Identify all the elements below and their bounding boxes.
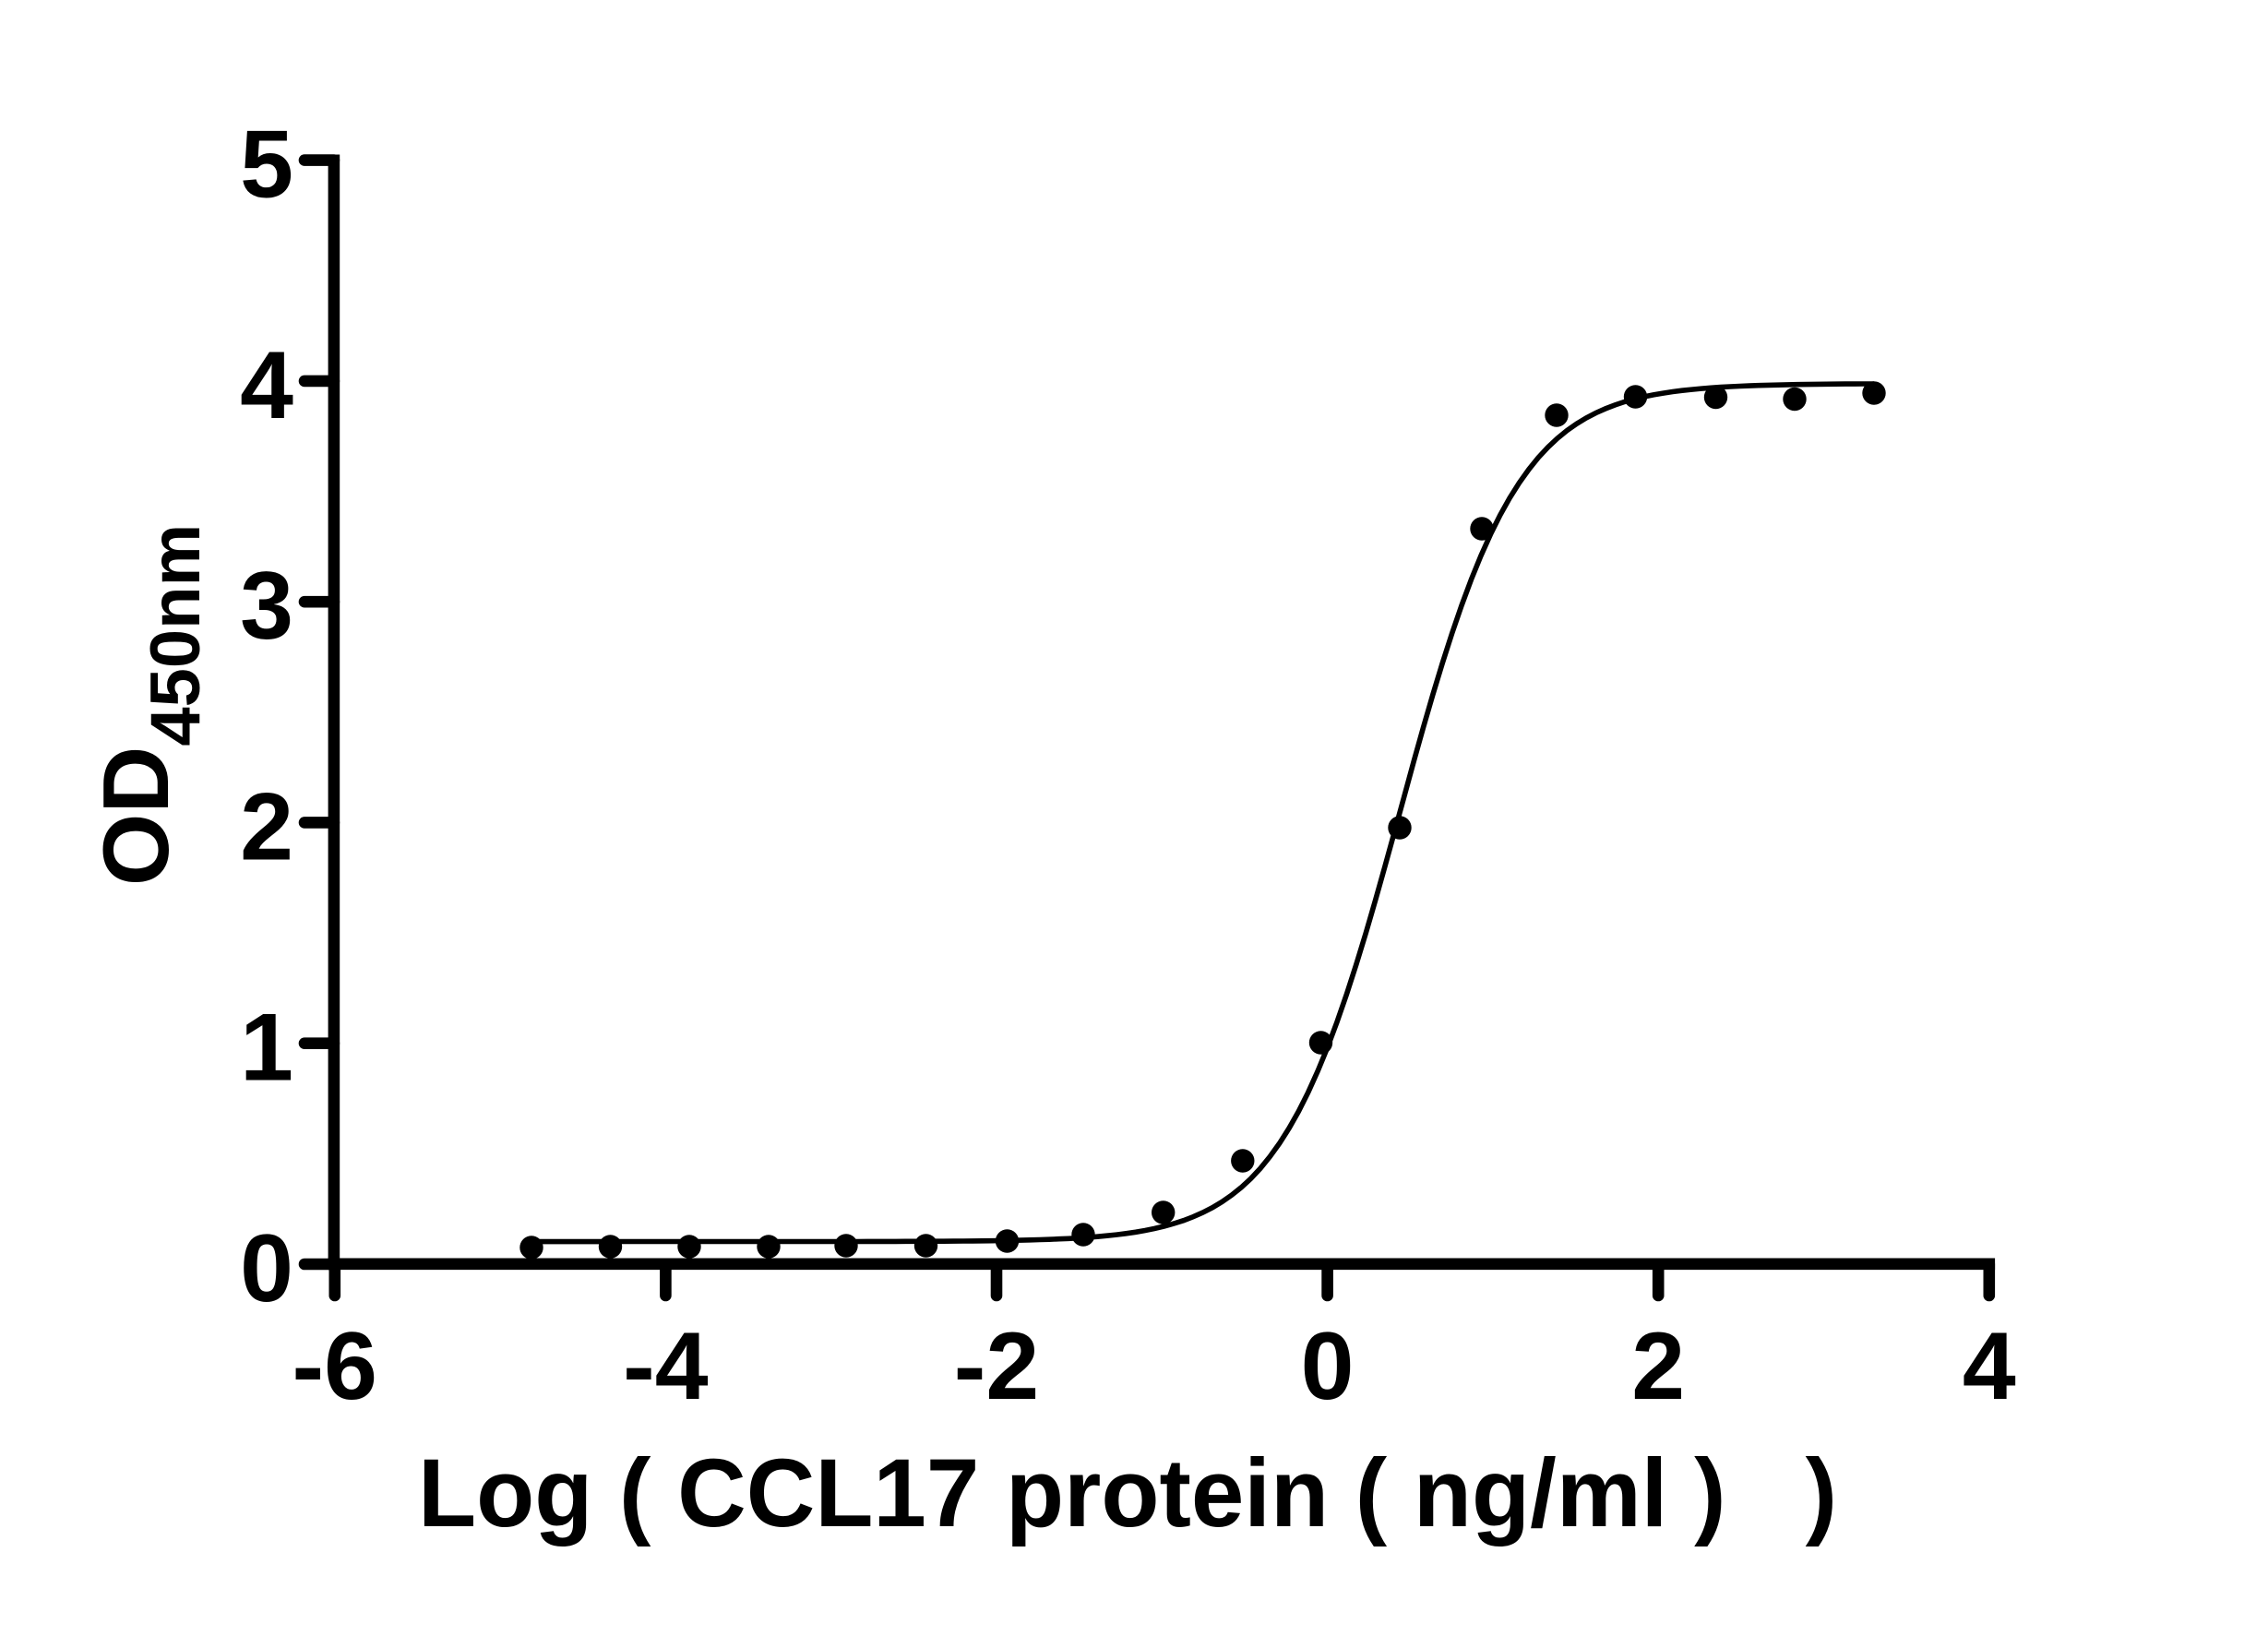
svg-text:2: 2 <box>1631 1313 1685 1420</box>
svg-text:-4: -4 <box>623 1313 709 1420</box>
svg-text:-6: -6 <box>292 1313 377 1420</box>
svg-text:2: 2 <box>240 773 293 880</box>
svg-text:-2: -2 <box>954 1313 1039 1420</box>
svg-text:3: 3 <box>240 553 293 660</box>
svg-text:1: 1 <box>240 995 293 1102</box>
svg-text:4: 4 <box>240 332 293 439</box>
svg-text:0: 0 <box>1301 1313 1355 1420</box>
svg-text:0: 0 <box>240 1215 293 1322</box>
svg-text:5: 5 <box>240 112 293 219</box>
svg-text:4: 4 <box>1963 1313 2016 1420</box>
svg-text:Log ( CCL17 protein ( ng/ml ): Log ( CCL17 protein ( ng/ml ) ) <box>418 1439 1837 1547</box>
